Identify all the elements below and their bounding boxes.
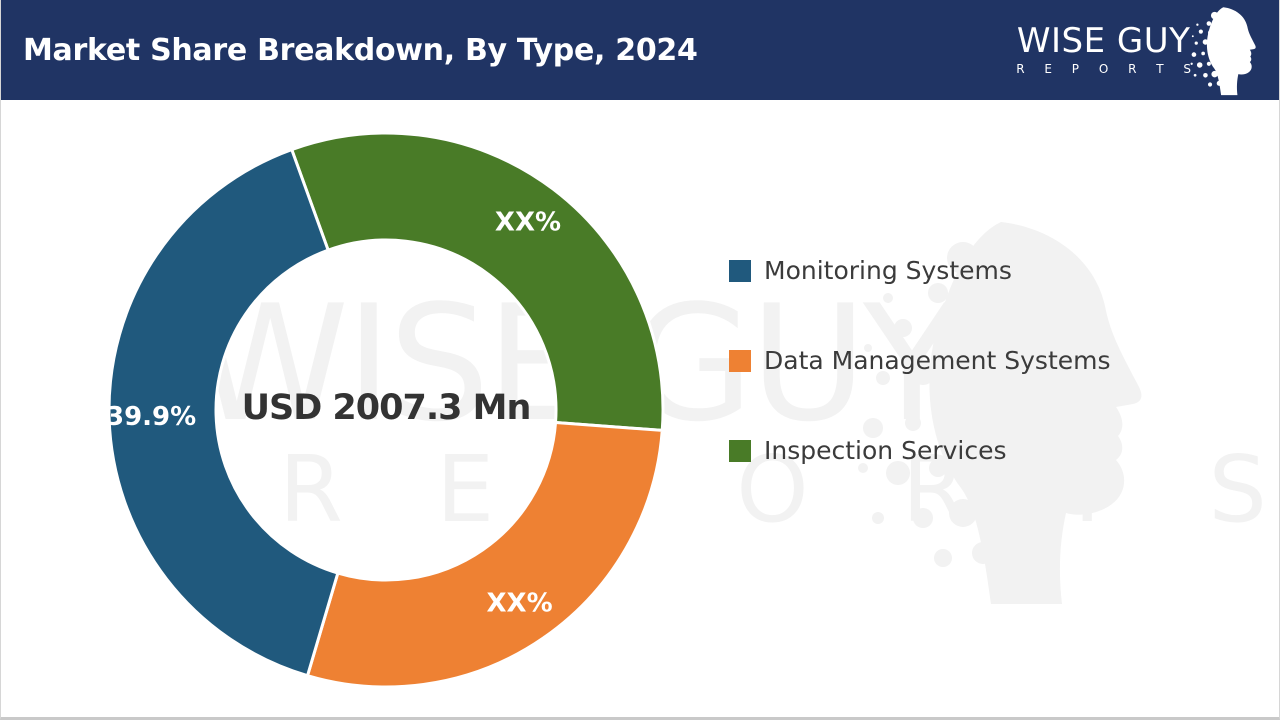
donut-chart: XX% XX% 39.9% <box>106 131 665 689</box>
page-title: Market Share Breakdown, By Type, 2024 <box>23 32 698 68</box>
logo-line1: WISE GUY <box>1016 20 1191 61</box>
wiseguy-logo: WISE GUY R E P O R T S <box>1008 4 1265 96</box>
header: Market Share Breakdown, By Type, 2024 WI… <box>1 0 1279 100</box>
slice-label-monitoring-systems: 39.9% <box>106 402 196 432</box>
legend-item-data-management-systems: Data Management Systems <box>729 346 1111 376</box>
legend-label: Monitoring Systems <box>764 256 1012 285</box>
logo-wordmark: WISE GUY R E P O R T S <box>1008 20 1199 77</box>
wiseguy-face-icon <box>1190 7 1256 96</box>
logo-line2: R E P O R T S <box>1016 62 1199 77</box>
chart-legend: Monitoring Systems Data Management System… <box>729 256 1111 466</box>
slice-label-inspection-services: XX% <box>495 208 561 238</box>
watermark-face-icon <box>858 222 1142 604</box>
legend-swatch <box>729 260 751 282</box>
legend-item-inspection-services: Inspection Services <box>729 436 1111 466</box>
donut-slice-inspection-services <box>290 131 665 432</box>
donut-center-value: USD 2007.3 Mn <box>241 388 532 428</box>
legend-item-monitoring-systems: Monitoring Systems <box>729 256 1111 286</box>
legend-label: Data Management Systems <box>764 346 1111 375</box>
chart-area: WISE GUY R E P O R T S XX% XX% 39.9% USD 2… <box>1 100 1279 717</box>
legend-label: Inspection Services <box>764 436 1007 465</box>
donut-slice-monitoring-systems <box>107 148 340 678</box>
legend-swatch <box>729 350 751 372</box>
legend-swatch <box>729 440 751 462</box>
donut-slice-data-management-systems <box>306 421 664 689</box>
slice-label-data-management-systems: XX% <box>487 588 553 618</box>
